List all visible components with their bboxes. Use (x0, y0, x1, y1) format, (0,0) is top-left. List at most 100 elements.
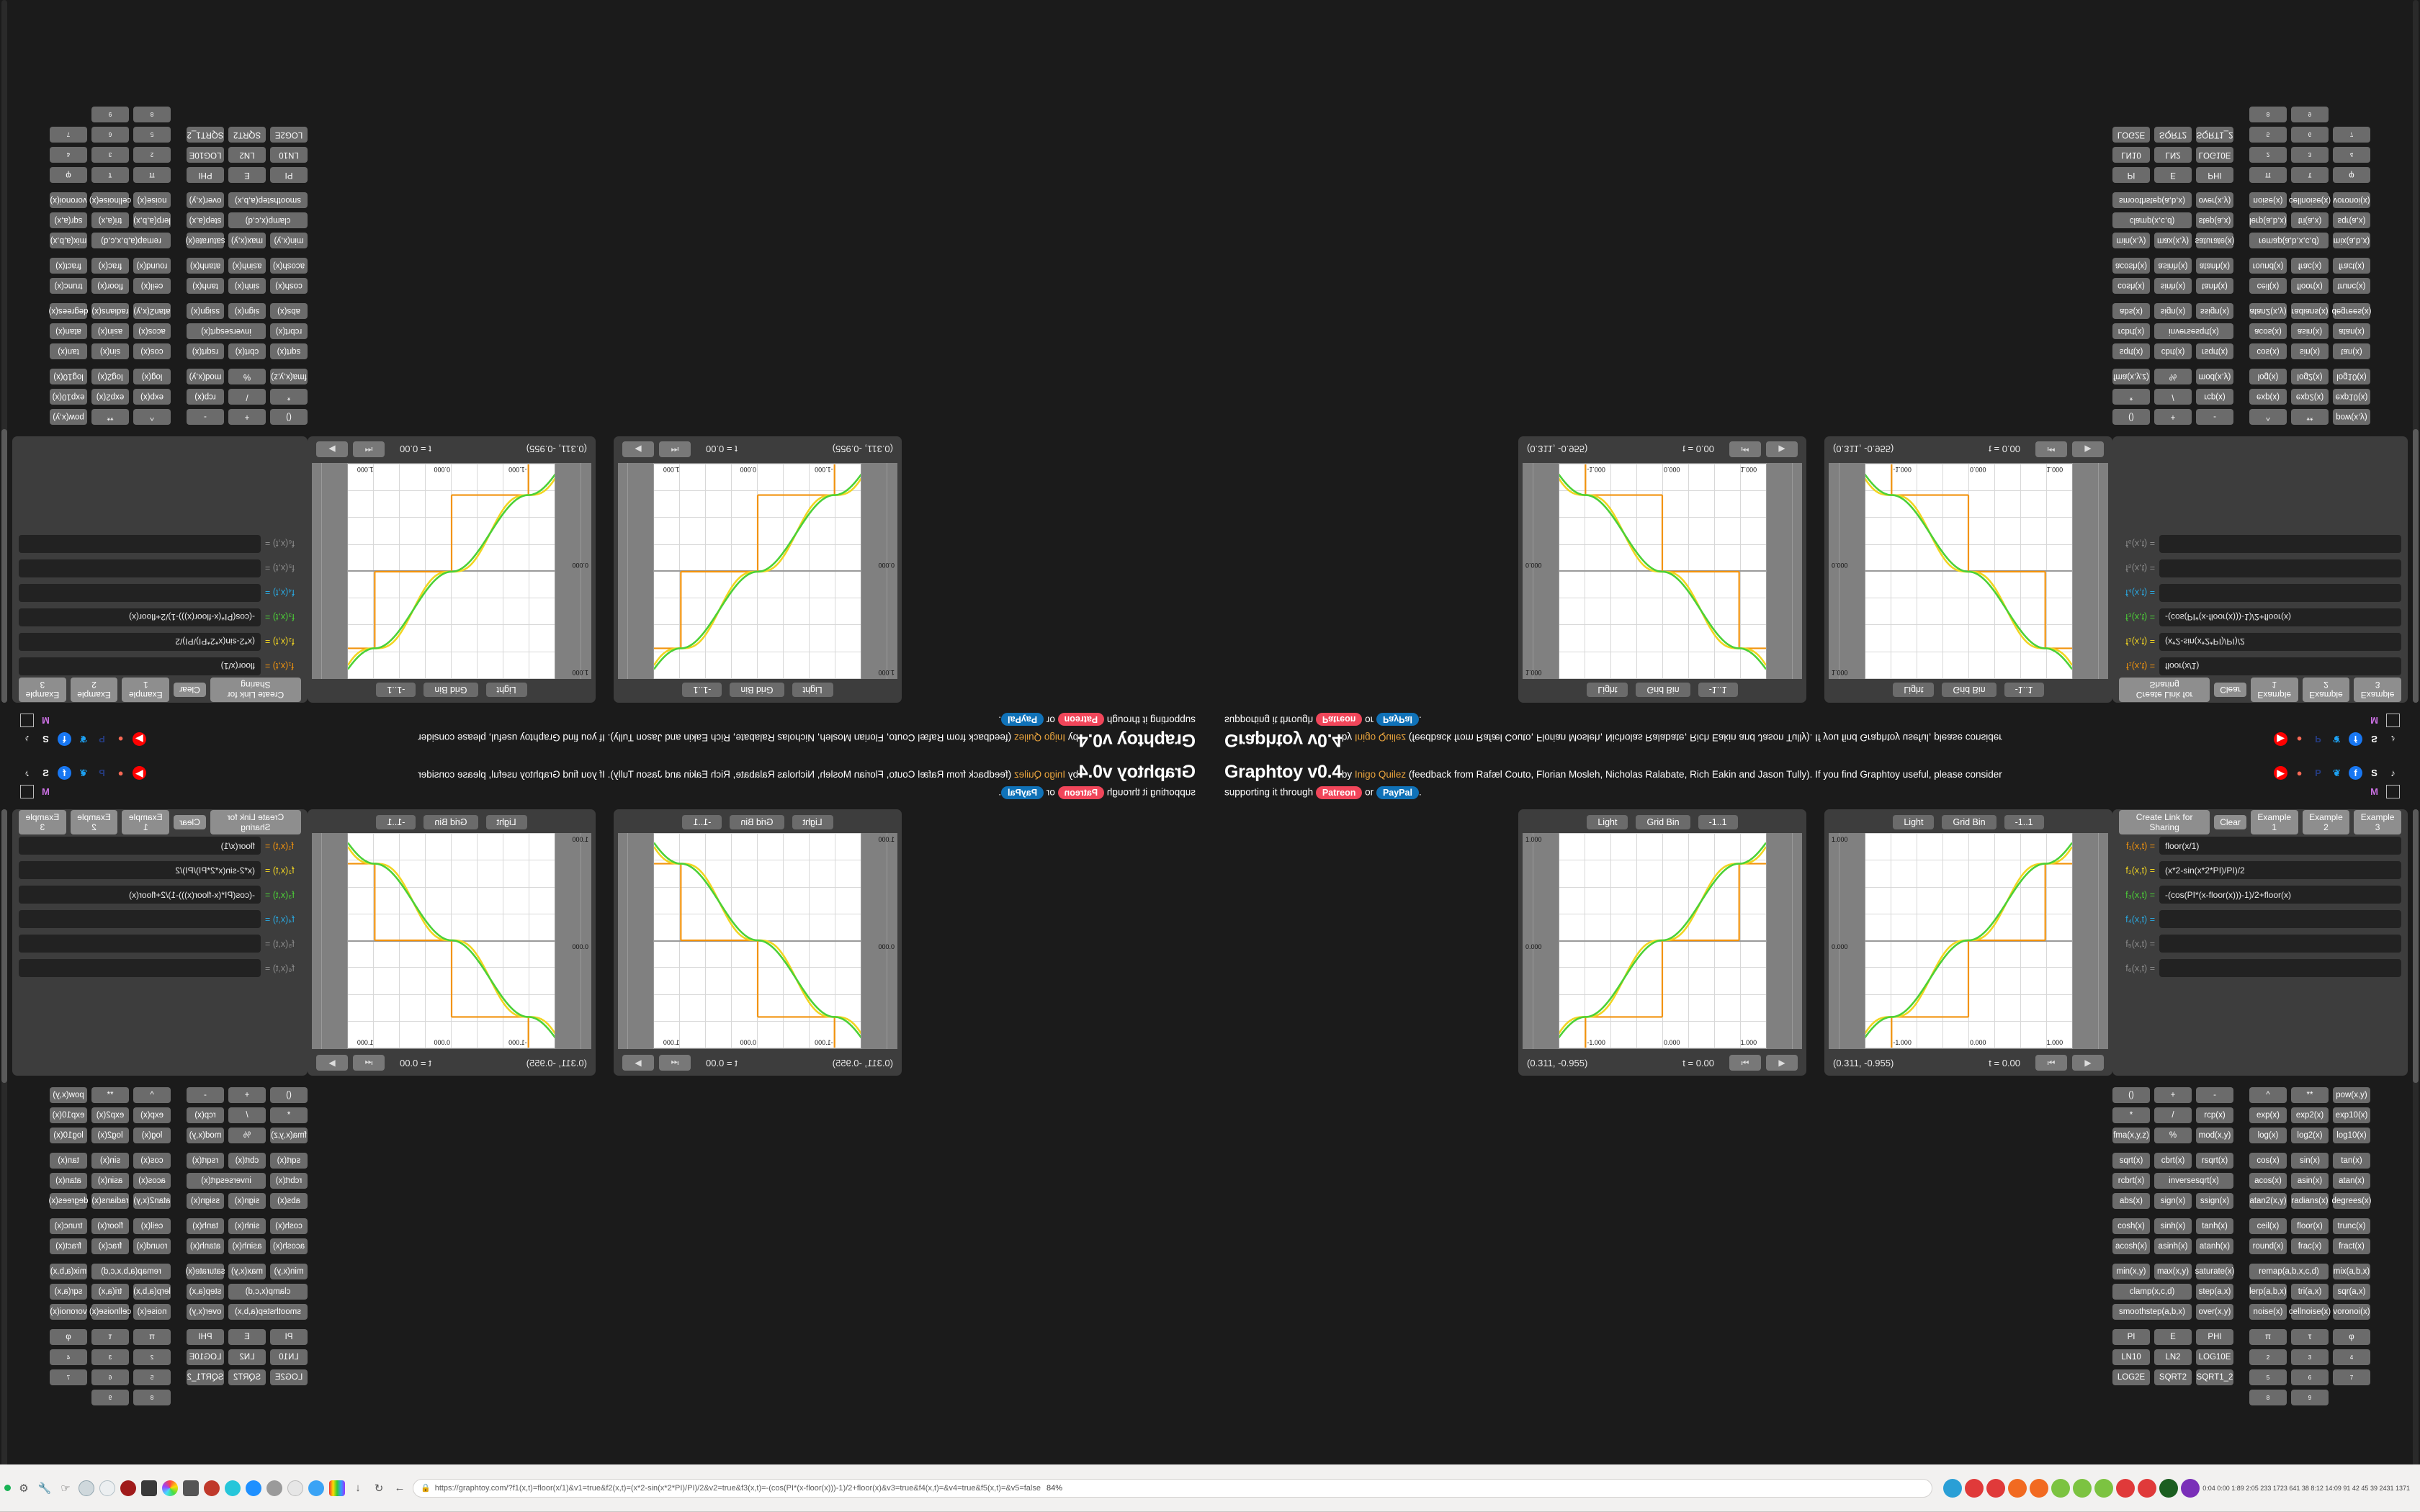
keypad-key[interactable]: 8 (2249, 107, 2287, 122)
keypad-key[interactable]: atanh(x) (187, 258, 224, 274)
tiktok-icon[interactable]: ♪ (2390, 768, 2396, 778)
keypad-key[interactable]: sqr(a,x) (50, 212, 87, 228)
keypad-key[interactable]: ** (2291, 1087, 2329, 1103)
example-1-button[interactable]: Example 1 (2250, 810, 2298, 834)
rewind-button[interactable]: ⏮ (659, 441, 691, 457)
keypad-key[interactable]: acosh(x) (2112, 1238, 2150, 1254)
keypad-key[interactable]: atanh(x) (2196, 258, 2233, 274)
patreon-icon[interactable]: ● (117, 734, 124, 744)
keypad-key[interactable]: asin(x) (91, 323, 129, 339)
grid-mode-button[interactable]: Grid Bin (730, 815, 784, 829)
keypad-key[interactable]: - (187, 1087, 224, 1103)
keypad-key[interactable]: min(x,y) (270, 233, 308, 248)
keypad-key[interactable]: sinh(x) (228, 278, 266, 294)
keypad-key[interactable]: LOG10E (2196, 147, 2233, 163)
keypad-key[interactable]: exp2(x) (91, 1107, 129, 1123)
keypad-key[interactable]: log(x) (133, 369, 171, 384)
formula-input-6[interactable] (19, 959, 261, 977)
example-2-button[interactable]: Example 2 (70, 678, 118, 702)
keypad-key[interactable]: 7 (2333, 1369, 2370, 1385)
keypad-key[interactable]: frac(x) (2291, 1238, 2329, 1254)
example-1-button[interactable]: Example 1 (122, 810, 170, 834)
keypad-key[interactable]: smoothstep(a,b,x) (2112, 192, 2192, 208)
grid-mode-button-2[interactable]: Grid Bin (1942, 815, 1996, 829)
rainbow-icon-2[interactable] (329, 1480, 345, 1496)
keypad-key[interactable]: - (187, 409, 224, 425)
keypad-key[interactable]: 6 (91, 127, 129, 143)
formula-input-4[interactable] (2159, 584, 2401, 602)
keypad-key[interactable]: ^ (2249, 1087, 2287, 1103)
keypad-key[interactable]: LN10 (2112, 1349, 2150, 1365)
keypad-key[interactable]: acosh(x) (270, 258, 308, 274)
keypad-key[interactable]: remap(a,b,x,c,d) (91, 233, 171, 248)
keypad-key[interactable]: floor(x) (91, 1218, 129, 1234)
keypad-key[interactable]: clamp(x,c,d) (228, 212, 308, 228)
keypad-key[interactable]: inversesqrt(x) (2154, 1173, 2233, 1189)
keypad-key[interactable]: sinh(x) (2154, 1218, 2192, 1234)
patreon-icon[interactable]: ● (2296, 768, 2303, 778)
keypad-key[interactable]: 5 (133, 1369, 171, 1385)
keypad-key[interactable]: E (2154, 167, 2192, 183)
keypad-key[interactable]: round(x) (2249, 258, 2287, 274)
keypad-key[interactable]: mod(x,y) (2196, 369, 2233, 384)
back-icon-2[interactable]: ← (394, 1482, 405, 1494)
keypad-key[interactable]: atan(x) (50, 1173, 87, 1189)
keypad-key[interactable]: tan(x) (50, 1153, 87, 1169)
keypad-key[interactable]: % (228, 369, 266, 384)
keypad-key[interactable]: / (2154, 389, 2192, 405)
formula-input-4[interactable] (2159, 910, 2401, 928)
formula-input-6[interactable] (19, 535, 261, 553)
keypad-key[interactable]: log10(x) (50, 1128, 87, 1143)
keypad-key[interactable]: sqrt(x) (270, 343, 308, 359)
keypad-key[interactable]: sin(x) (2291, 343, 2329, 359)
keypad-key[interactable]: exp2(x) (91, 389, 129, 405)
keypad-key[interactable]: sign(x) (228, 1193, 266, 1209)
keypad-key[interactable]: noise(x) (2249, 192, 2287, 208)
taskbar-icon-3[interactable] (1986, 1478, 2006, 1498)
shadertoy-icon[interactable]: S (2371, 734, 2378, 744)
author-link[interactable]: Inigo Quilez (1354, 769, 1407, 780)
keypad-key[interactable]: ** (2291, 409, 2329, 425)
author-link[interactable]: Inigo Quilez (1013, 732, 1066, 743)
play-button[interactable]: ▶ (1766, 1055, 1798, 1071)
keypad-key[interactable]: asinh(x) (228, 1238, 266, 1254)
keypad-key[interactable]: fract(x) (2333, 1238, 2370, 1254)
keypad-key[interactable]: asinh(x) (2154, 1238, 2192, 1254)
keypad-key[interactable]: acos(x) (133, 323, 171, 339)
reload-icon-2[interactable]: ↻ (374, 1482, 384, 1495)
grid-mode-button-2[interactable]: Grid Bin (424, 683, 478, 697)
keypad-key[interactable]: () (2112, 409, 2150, 425)
keypad-key[interactable]: ssign(x) (2196, 1193, 2233, 1209)
keypad-key[interactable]: ^ (2249, 409, 2287, 425)
facebook-icon[interactable]: f (58, 732, 71, 746)
keypad-key[interactable]: lerp(a,b,x) (133, 1284, 171, 1300)
keypad-key[interactable]: abs(x) (270, 1193, 308, 1209)
keypad-key[interactable]: log(x) (133, 1128, 171, 1143)
light-mode-button-2[interactable]: Light (485, 683, 527, 697)
page-scrollbar[interactable] (1, 0, 7, 703)
taskbar-icon-11[interactable] (2159, 1478, 2179, 1498)
square-icon[interactable] (20, 714, 34, 727)
play-button[interactable]: ▶ (622, 1055, 654, 1071)
keypad-key[interactable]: frac(x) (91, 258, 129, 274)
keypad-key[interactable]: floor(x) (2291, 1218, 2329, 1234)
keypad-key[interactable]: ^ (133, 409, 171, 425)
keypad-key[interactable]: sqr(a,x) (2333, 1284, 2370, 1300)
keypad-key[interactable]: φ (50, 1329, 87, 1345)
keypad-key[interactable]: SQRT1_2 (187, 1369, 224, 1385)
twitter-icon[interactable]: ❦ (2333, 767, 2341, 778)
patreon-icon[interactable]: ● (2296, 734, 2303, 744)
keypad-key[interactable]: remap(a,b,x,c,d) (91, 1264, 171, 1279)
keypad-key[interactable]: atanh(x) (2196, 1238, 2233, 1254)
twitter-icon[interactable]: ❦ (79, 767, 87, 778)
keypad-key[interactable]: cos(x) (2249, 343, 2287, 359)
keypad-key[interactable]: + (228, 409, 266, 425)
keypad-key[interactable]: LOG2E (270, 127, 308, 143)
rewind-button-2[interactable]: ⏮ (353, 1055, 385, 1071)
keypad-key[interactable]: rsqrt(x) (2196, 343, 2233, 359)
keypad-key[interactable]: () (270, 409, 308, 425)
keypad-key[interactable]: acosh(x) (270, 1238, 308, 1254)
keypad-key[interactable]: degrees(x) (2332, 303, 2371, 319)
keypad-key[interactable]: * (270, 389, 308, 405)
page-scrollbar[interactable] (2413, 0, 2419, 703)
